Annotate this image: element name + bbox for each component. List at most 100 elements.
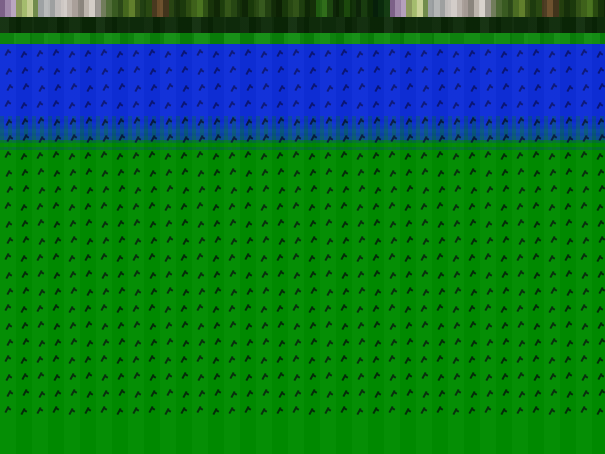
- noise-block: [344, 0, 350, 17]
- noise-block: [502, 0, 508, 17]
- noise-block: [350, 0, 356, 17]
- noise-block: [316, 0, 322, 17]
- noise-block: [593, 0, 598, 17]
- noise-block: [361, 0, 367, 17]
- noise-block: [553, 0, 559, 17]
- blend-dither-texture: [0, 116, 605, 150]
- noise-block: [237, 0, 242, 17]
- noise-block: [67, 0, 72, 17]
- noise-block: [327, 0, 333, 17]
- noise-block: [587, 0, 593, 17]
- noise-block: [27, 0, 33, 17]
- noise-block: [276, 0, 282, 17]
- bright-green-band: [0, 33, 605, 44]
- noise-block: [395, 0, 401, 17]
- noise-block: [16, 0, 22, 17]
- noise-block: [106, 0, 112, 17]
- noise-block: [598, 0, 604, 17]
- noise-block: [530, 0, 536, 17]
- noise-block: [271, 0, 276, 17]
- noise-block: [451, 0, 457, 17]
- noise-block: [513, 0, 519, 17]
- noise-block: [339, 0, 344, 17]
- noise-block: [378, 0, 384, 17]
- noise-block: [203, 0, 208, 17]
- noise-block: [390, 0, 395, 17]
- noise-block: [288, 0, 293, 17]
- noise-block: [186, 0, 191, 17]
- dark-green-band: [0, 17, 605, 33]
- blue-green-blend-band: [0, 116, 605, 150]
- noise-block: [152, 0, 157, 17]
- noise-block: [214, 0, 220, 17]
- noise-block: [22, 0, 27, 17]
- noise-block: [576, 0, 581, 17]
- noise-block: [38, 0, 44, 17]
- noise-block: [536, 0, 542, 17]
- noise-block: [157, 0, 163, 17]
- noise-block: [231, 0, 237, 17]
- noise-block: [440, 0, 445, 17]
- noise-block: [401, 0, 406, 17]
- top-noise-strip: [0, 0, 605, 17]
- noise-block: [445, 0, 451, 17]
- noise-block: [322, 0, 327, 17]
- noise-block: [356, 0, 361, 17]
- noise-block: [519, 0, 525, 17]
- noise-block: [44, 0, 50, 17]
- noise-block: [468, 0, 474, 17]
- noise-block: [457, 0, 462, 17]
- noise-block: [163, 0, 169, 17]
- noise-block: [581, 0, 587, 17]
- noise-block: [384, 0, 390, 17]
- noise-block: [55, 0, 61, 17]
- noise-block: [146, 0, 152, 17]
- noise-block: [367, 0, 373, 17]
- noise-block: [72, 0, 78, 17]
- noise-block: [33, 0, 38, 17]
- noise-block: [112, 0, 118, 17]
- noise-block: [428, 0, 434, 17]
- noise-block: [5, 0, 11, 17]
- noise-block: [547, 0, 553, 17]
- noise-block: [559, 0, 564, 17]
- noise-block: [84, 0, 89, 17]
- noise-block: [140, 0, 146, 17]
- noise-block: [123, 0, 129, 17]
- noise-block: [174, 0, 180, 17]
- noise-block: [89, 0, 95, 17]
- noise-block: [61, 0, 67, 17]
- noise-block: [50, 0, 55, 17]
- noise-block: [242, 0, 248, 17]
- noise-block: [180, 0, 186, 17]
- noise-block: [310, 0, 316, 17]
- noise-block: [265, 0, 271, 17]
- noise-block: [333, 0, 339, 17]
- noise-block: [259, 0, 265, 17]
- noise-block: [496, 0, 502, 17]
- noise-block: [474, 0, 479, 17]
- noise-block: [197, 0, 203, 17]
- noise-block: [417, 0, 423, 17]
- noise-block: [135, 0, 140, 17]
- noise-block: [406, 0, 412, 17]
- noise-block: [78, 0, 84, 17]
- noise-block: [525, 0, 530, 17]
- noise-block: [491, 0, 496, 17]
- noise-block: [299, 0, 305, 17]
- noise-block: [564, 0, 570, 17]
- noise-block: [485, 0, 491, 17]
- noise-block: [254, 0, 259, 17]
- noise-block: [169, 0, 174, 17]
- noise-block: [118, 0, 123, 17]
- noise-block: [208, 0, 214, 17]
- noise-block: [542, 0, 547, 17]
- noise-block: [479, 0, 485, 17]
- noise-block: [508, 0, 513, 17]
- noise-block: [305, 0, 310, 17]
- noise-block: [412, 0, 417, 17]
- noise-block: [225, 0, 231, 17]
- noise-block: [95, 0, 101, 17]
- noise-block: [282, 0, 288, 17]
